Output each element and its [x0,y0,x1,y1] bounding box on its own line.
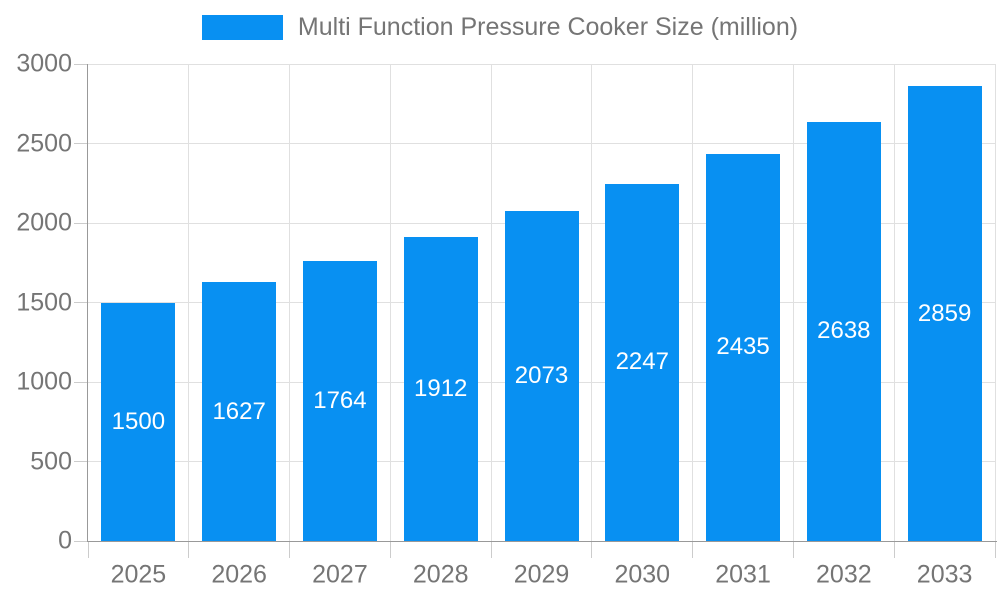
x-tick-label: 2032 [816,560,872,589]
x-tick [87,542,89,558]
bar-value-label: 1627 [212,397,266,425]
bar-value-label: 2638 [817,317,871,345]
bar-value-label: 2435 [716,333,770,361]
x-tick-label: 2028 [412,560,469,589]
bar[interactable]: 1627 [202,282,277,541]
bar[interactable]: 2638 [806,121,881,541]
y-tick-label: 2500 [16,129,72,157]
legend-item[interactable]: Multi Function Pressure Cooker Size (mil… [0,13,1000,42]
y-tick-label: 500 [30,447,72,475]
x-tick [994,542,996,558]
y-tick [74,302,88,303]
bar[interactable]: 1764 [302,260,377,541]
x-tick [792,542,794,558]
v-gridline [188,64,190,541]
y-tick [74,143,88,144]
y-tick-label: 0 [58,526,72,555]
x-tick-label: 2030 [614,560,671,589]
v-gridline [994,64,996,541]
bar[interactable]: 2247 [605,183,680,541]
bar[interactable]: 2073 [504,211,579,541]
bar[interactable]: 2859 [907,86,982,541]
x-tick [591,542,593,558]
x-tick-label: 2026 [211,560,267,589]
legend-swatch [201,15,283,41]
x-tick [893,542,895,558]
y-tick-label: 1500 [16,288,72,316]
bar[interactable]: 1500 [101,302,176,541]
x-axis-line [87,541,997,542]
h-gridline [88,63,995,65]
bar-value-label: 2073 [514,362,569,390]
bar-value-label: 1500 [111,407,166,435]
bar[interactable]: 1912 [403,236,478,541]
x-tick-label: 2025 [110,560,167,589]
v-gridline [792,64,794,541]
x-tick [188,542,190,558]
v-gridline [289,64,291,541]
legend-label: Multi Function Pressure Cooker Size (mil… [297,13,799,41]
v-gridline [692,64,694,541]
v-gridline [389,64,391,541]
y-tick-label: 1000 [16,367,72,396]
x-tick [490,542,492,558]
v-gridline [591,64,593,541]
y-tick [74,222,88,224]
y-tick [74,540,88,542]
x-tick-label: 2027 [312,560,368,589]
x-tick-label: 2031 [715,560,771,589]
x-tick-label: 2033 [916,560,973,589]
v-gridline [490,64,492,541]
bar-value-label: 1912 [414,374,468,402]
y-tick-label: 3000 [16,49,72,78]
x-tick [692,542,694,558]
y-tick [74,461,88,462]
y-tick [74,381,88,383]
y-tick-label: 2000 [16,208,72,237]
y-tick [74,63,88,65]
x-tick [289,542,291,558]
v-gridline [893,64,895,541]
bar[interactable]: 2435 [706,153,781,541]
x-tick [389,542,391,558]
bar-value-label: 1764 [313,386,367,414]
h-gridline [88,143,995,144]
bar-value-label: 2247 [615,348,669,376]
y-axis-line [87,64,88,542]
bar-value-label: 2859 [917,299,972,327]
x-tick-label: 2029 [513,560,570,589]
